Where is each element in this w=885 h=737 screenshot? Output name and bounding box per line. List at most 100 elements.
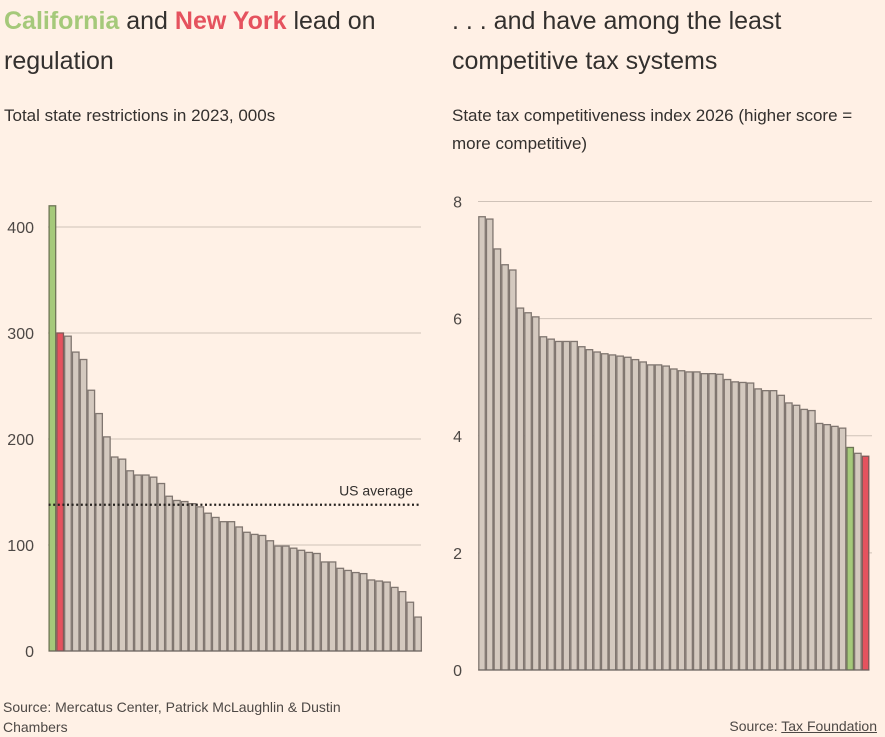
bar xyxy=(398,590,407,652)
bar xyxy=(723,378,732,671)
title-california: California xyxy=(4,7,120,35)
right-chart-panel: . . . and have among the least competiti… xyxy=(440,0,885,737)
bar xyxy=(235,526,244,652)
y-tick-label: 2 xyxy=(453,546,462,563)
bar xyxy=(777,394,786,671)
bar xyxy=(493,248,502,671)
bar xyxy=(800,408,809,671)
y-tick-label: 4 xyxy=(453,429,462,446)
bar xyxy=(807,409,816,671)
bar xyxy=(227,521,236,652)
bar xyxy=(547,338,555,671)
bar xyxy=(95,412,104,652)
bar xyxy=(165,495,174,652)
bar xyxy=(367,579,376,652)
left-chart-panel: California and New York lead on regulati… xyxy=(0,0,440,737)
bar xyxy=(110,456,119,652)
bar xyxy=(87,389,96,652)
tax-foundation-link[interactable]: Tax Foundation xyxy=(781,718,877,734)
bar xyxy=(623,356,632,671)
bar xyxy=(646,364,655,671)
bar xyxy=(289,547,298,652)
bar xyxy=(382,581,391,652)
bar xyxy=(258,534,267,652)
y-tick-label: 8 xyxy=(453,195,462,212)
bar-new-york xyxy=(861,455,870,671)
bar xyxy=(242,531,251,652)
left-bar-chart: 0 100 200 300 400 US average xyxy=(7,205,423,661)
bar xyxy=(180,500,189,652)
bar xyxy=(188,503,197,652)
title-new-york: New York xyxy=(174,7,287,35)
bar xyxy=(172,499,181,652)
bar xyxy=(631,358,640,671)
y-tick-label: 0 xyxy=(453,663,462,680)
bar xyxy=(708,373,717,671)
bar xyxy=(501,264,509,671)
bar xyxy=(662,365,671,671)
bar xyxy=(344,569,352,652)
bar xyxy=(406,601,415,652)
bar xyxy=(769,390,778,671)
y-tick-label: 100 xyxy=(7,538,34,555)
bar xyxy=(608,354,617,671)
bar xyxy=(126,470,135,652)
bar xyxy=(149,476,158,652)
bar xyxy=(577,346,586,671)
bar xyxy=(320,561,329,652)
bar xyxy=(685,371,694,671)
bar xyxy=(830,425,839,671)
source-prefix: Source: xyxy=(729,718,782,734)
bar xyxy=(516,307,525,671)
bar xyxy=(738,381,747,671)
left-chart-source: Source: Mercatus Center, Patrick McLaugh… xyxy=(3,699,341,735)
bar xyxy=(102,436,111,652)
right-bar-chart: 0 2 4 6 8 xyxy=(453,195,872,680)
bar xyxy=(508,269,517,671)
bar xyxy=(731,381,740,671)
bar xyxy=(390,586,399,652)
right-chart-subtitle: State tax competitiveness index 2026 (hi… xyxy=(452,106,853,153)
y-tick-label: 400 xyxy=(7,220,34,237)
bar xyxy=(250,533,259,652)
us-average-label: US average xyxy=(339,483,413,499)
bar-california xyxy=(846,446,855,671)
bar-california xyxy=(48,205,57,652)
bar xyxy=(838,427,847,671)
bar xyxy=(692,371,701,671)
bar xyxy=(336,567,345,652)
y-tick-label: 6 xyxy=(453,312,462,329)
bar xyxy=(196,506,205,652)
bar xyxy=(593,351,601,671)
title-and: and xyxy=(119,7,175,35)
bar xyxy=(654,364,663,671)
bar xyxy=(639,361,647,671)
bar xyxy=(118,458,127,652)
bar xyxy=(669,368,678,671)
bar xyxy=(677,370,686,671)
bar xyxy=(478,216,486,671)
bar xyxy=(616,355,624,671)
bar-new-york xyxy=(56,332,65,652)
bar xyxy=(305,551,314,652)
right-chart-title: . . . and have among the least competiti… xyxy=(452,7,782,75)
bar xyxy=(64,335,72,652)
bar xyxy=(274,545,282,652)
bar xyxy=(531,316,540,671)
bar xyxy=(585,349,594,671)
bar xyxy=(784,402,793,671)
y-tick-label: 200 xyxy=(7,432,34,449)
bar xyxy=(141,474,150,652)
bar xyxy=(351,571,360,652)
bar xyxy=(746,382,755,671)
bar xyxy=(219,521,228,652)
bar xyxy=(297,549,306,652)
bar xyxy=(524,312,532,671)
bar xyxy=(554,340,563,671)
bar xyxy=(281,545,290,652)
right-chart-source: Source: Tax Foundation xyxy=(729,716,877,736)
bar xyxy=(761,390,770,671)
bar xyxy=(715,373,724,671)
bar xyxy=(600,353,609,671)
bar xyxy=(823,423,832,671)
